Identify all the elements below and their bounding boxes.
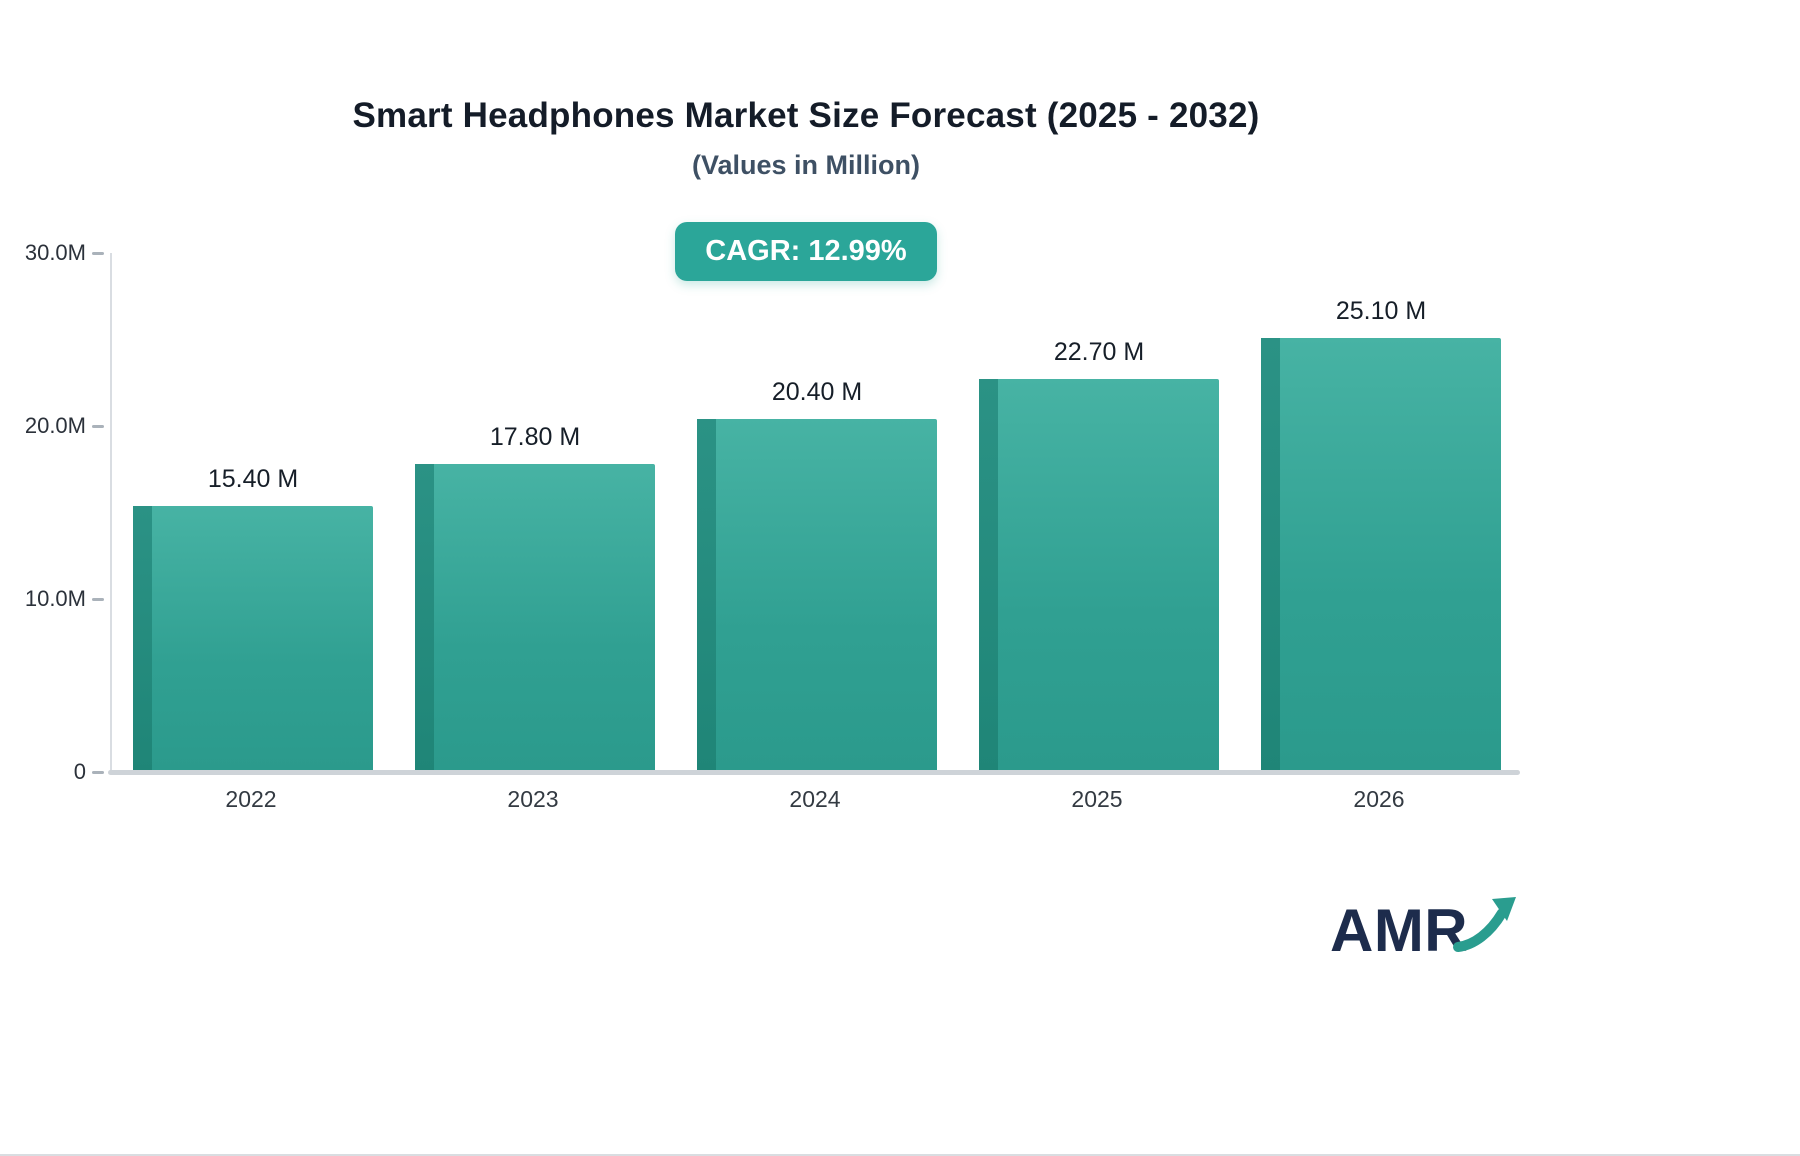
y-tick-mark [92, 425, 104, 428]
y-tick-label: 30.0M [24, 240, 86, 265]
amr-logo: AMR [1330, 896, 1518, 965]
x-axis-line [108, 770, 1520, 775]
x-axis-label: 2022 [225, 786, 277, 812]
y-tick-mark [92, 771, 104, 774]
y-tick-label: 20.0M [24, 413, 86, 438]
bar [415, 464, 655, 772]
chart-title: Smart Headphones Market Size Forecast (2… [352, 96, 1260, 135]
bar-value-label: 20.40 M [771, 378, 863, 407]
y-axis: 30.0M 20.0M 10.0M 0 [0, 240, 110, 784]
bar-value-label: 25.10 M [1335, 296, 1427, 325]
y-tick-label: 10.0M [24, 586, 86, 611]
amr-logo-text: AMR [1330, 897, 1469, 964]
y-tick-mark [92, 252, 104, 255]
cagr-badge-wrap: CAGR: 12.99% [0, 222, 1612, 281]
x-axis-label: 2023 [507, 786, 559, 812]
growth-arrow-icon [1452, 897, 1518, 960]
bar-value-label: 22.70 M [1053, 338, 1145, 367]
y-tick-label: 0 [73, 759, 86, 784]
bar [697, 419, 937, 772]
x-axis-label: 2025 [1071, 786, 1123, 812]
bar [1261, 337, 1501, 773]
bar [133, 505, 373, 773]
chart-subtitle: (Values in Million) [691, 150, 921, 180]
x-axis-label: 2026 [1353, 786, 1405, 812]
bar-value-label: 15.40 M [207, 464, 299, 493]
bar [979, 379, 1219, 772]
bar-value-label: 17.80 M [489, 423, 581, 452]
plot-area: 15.40 M 17.80 M 20.40 M 22.70 M 25.10 M [110, 253, 1520, 773]
cagr-badge: CAGR: 12.99% [675, 222, 937, 281]
y-tick-mark [92, 598, 104, 601]
x-axis: 2022 2023 2024 2025 2026 [110, 786, 1520, 826]
x-axis-label: 2024 [789, 786, 841, 812]
